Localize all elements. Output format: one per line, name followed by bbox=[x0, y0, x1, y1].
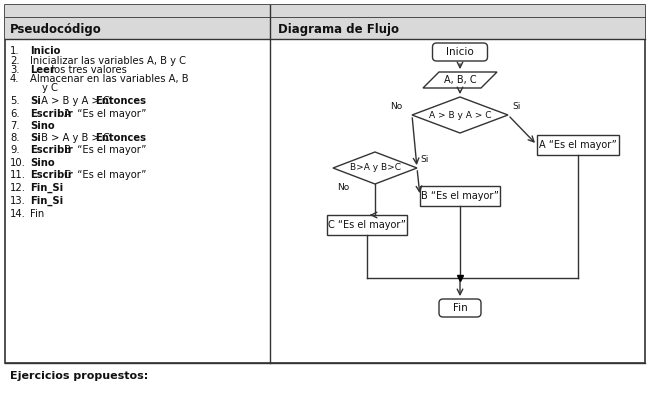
Text: 12.: 12. bbox=[10, 183, 26, 193]
Text: 3.: 3. bbox=[10, 65, 20, 75]
Text: No: No bbox=[337, 183, 349, 192]
Polygon shape bbox=[423, 72, 497, 88]
Text: A “Es el mayor”: A “Es el mayor” bbox=[539, 140, 617, 150]
Text: Escribir: Escribir bbox=[30, 145, 73, 155]
Text: No: No bbox=[390, 102, 402, 111]
Text: Inicializar las variables A, B y C: Inicializar las variables A, B y C bbox=[30, 56, 186, 66]
Text: Sino: Sino bbox=[30, 121, 55, 131]
Bar bbox=[537, 135, 619, 155]
Bar bbox=[5, 5, 645, 17]
Text: C “Es el mayor”: C “Es el mayor” bbox=[328, 220, 406, 230]
Text: 14.: 14. bbox=[10, 209, 26, 219]
Text: Pseudocódigo: Pseudocódigo bbox=[10, 22, 102, 36]
Text: Almacenar en las variables A, B: Almacenar en las variables A, B bbox=[30, 74, 188, 84]
Text: los tres valores: los tres valores bbox=[46, 65, 127, 75]
Text: y C: y C bbox=[42, 83, 58, 93]
Text: 10.: 10. bbox=[10, 158, 26, 168]
Text: 6.: 6. bbox=[10, 109, 20, 119]
Polygon shape bbox=[333, 152, 417, 184]
Text: 8.: 8. bbox=[10, 133, 20, 143]
Text: Entonces: Entonces bbox=[96, 133, 146, 143]
Bar bbox=[5, 5, 645, 363]
Text: 9.: 9. bbox=[10, 145, 20, 155]
Bar bbox=[5, 17, 645, 39]
Text: C  “Es el mayor”: C “Es el mayor” bbox=[61, 170, 146, 180]
Text: B “Es el mayor”: B “Es el mayor” bbox=[421, 191, 499, 201]
FancyBboxPatch shape bbox=[432, 43, 488, 61]
Bar bbox=[420, 186, 500, 206]
Polygon shape bbox=[412, 97, 508, 133]
Text: Ejercicios propuestos:: Ejercicios propuestos: bbox=[10, 371, 148, 381]
Text: Fin_Si: Fin_Si bbox=[30, 196, 63, 206]
Text: 2.: 2. bbox=[10, 56, 20, 66]
Text: A > B y A > C: A > B y A > C bbox=[429, 110, 491, 120]
Text: B>A y B>C: B>A y B>C bbox=[350, 164, 400, 172]
Text: Leer: Leer bbox=[30, 65, 55, 75]
Text: Si: Si bbox=[30, 133, 41, 143]
Text: Sino: Sino bbox=[30, 158, 55, 168]
Text: 5.: 5. bbox=[10, 96, 20, 106]
Text: 7.: 7. bbox=[10, 121, 20, 131]
Text: Diagrama de Flujo: Diagrama de Flujo bbox=[278, 22, 399, 36]
FancyBboxPatch shape bbox=[439, 299, 481, 317]
Text: 13.: 13. bbox=[10, 196, 26, 206]
Text: Fin_Si: Fin_Si bbox=[30, 183, 63, 193]
Text: B  “Es el mayor”: B “Es el mayor” bbox=[61, 145, 146, 155]
Text: Escribir: Escribir bbox=[30, 109, 73, 119]
Text: A, B, C: A, B, C bbox=[444, 75, 476, 85]
Bar bbox=[327, 215, 407, 235]
Text: A > B y A > C: A > B y A > C bbox=[38, 96, 112, 106]
Text: 4.: 4. bbox=[10, 74, 20, 84]
Text: Si: Si bbox=[420, 155, 428, 164]
Text: Inicio: Inicio bbox=[446, 47, 474, 57]
Text: Escribir: Escribir bbox=[30, 170, 73, 180]
Text: Fin: Fin bbox=[30, 209, 44, 219]
Text: A  “Es el mayor”: A “Es el mayor” bbox=[61, 109, 146, 119]
Text: Si: Si bbox=[30, 96, 41, 106]
Text: Entonces: Entonces bbox=[96, 96, 146, 106]
Text: Fin: Fin bbox=[452, 303, 467, 313]
Text: 1.: 1. bbox=[10, 46, 20, 56]
Text: Si: Si bbox=[512, 102, 521, 111]
Text: Inicio: Inicio bbox=[30, 46, 60, 56]
Text: 11.: 11. bbox=[10, 170, 26, 180]
Text: B > A y B > C: B > A y B > C bbox=[38, 133, 112, 143]
